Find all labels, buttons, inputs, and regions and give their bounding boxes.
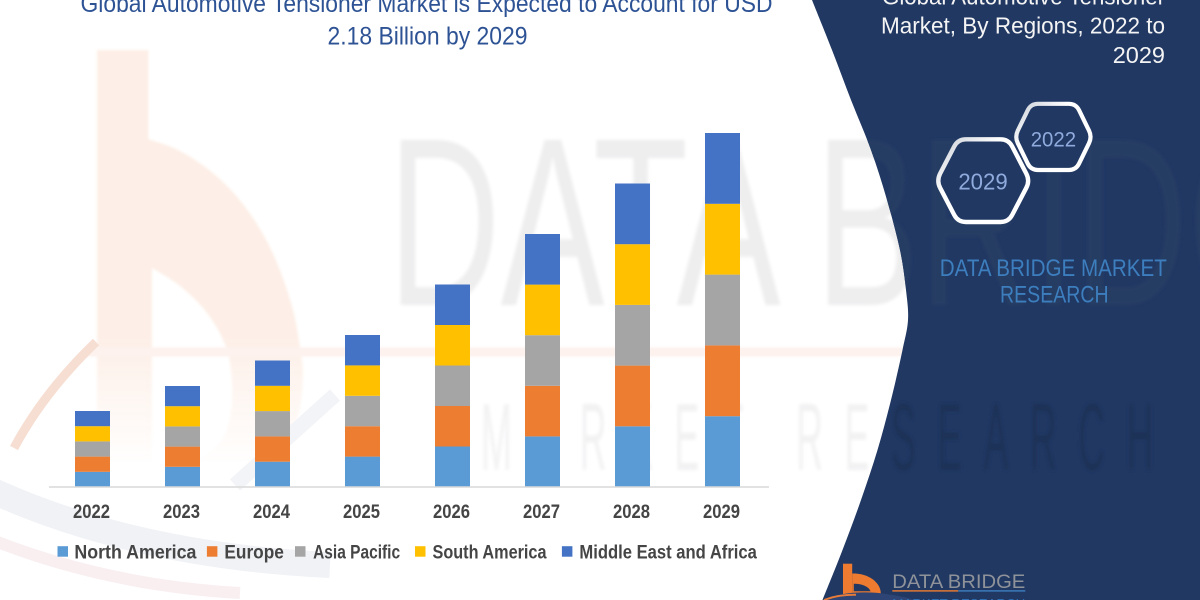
svg-text:2028: 2028 bbox=[613, 502, 650, 523]
svg-text:Europe: Europe bbox=[224, 543, 284, 564]
svg-text:RESEARCH: RESEARCH bbox=[1000, 282, 1109, 309]
svg-text:2025: 2025 bbox=[343, 502, 380, 523]
svg-text:2029: 2029 bbox=[1113, 42, 1165, 68]
svg-text:2024: 2024 bbox=[253, 502, 290, 523]
svg-text:North America: North America bbox=[74, 543, 196, 564]
svg-text:2022: 2022 bbox=[73, 502, 110, 523]
svg-text:2026: 2026 bbox=[433, 502, 470, 523]
svg-text:DATA BRIDGE MARKET: DATA BRIDGE MARKET bbox=[940, 255, 1167, 282]
svg-text:Global Automotive Tensioner Ma: Global Automotive Tensioner Market is Ex… bbox=[81, 0, 773, 18]
svg-text:Market, By Regions, 2022 to: Market, By Regions, 2022 to bbox=[881, 13, 1165, 39]
svg-text:2029: 2029 bbox=[703, 502, 740, 523]
svg-text:2029: 2029 bbox=[958, 169, 1007, 195]
svg-text:South America: South America bbox=[433, 543, 547, 564]
svg-text:DATA BRIDGE: DATA BRIDGE bbox=[892, 572, 1025, 593]
svg-text:2027: 2027 bbox=[523, 502, 560, 523]
svg-text:Global Automotive Tensioner: Global Automotive Tensioner bbox=[882, 0, 1165, 9]
svg-text:2022: 2022 bbox=[1031, 129, 1076, 152]
svg-text:2023: 2023 bbox=[163, 502, 200, 523]
svg-text:MARKET RESEARCH: MARKET RESEARCH bbox=[892, 597, 1025, 600]
svg-text:2.18 Billion by 2029: 2.18 Billion by 2029 bbox=[328, 23, 528, 51]
svg-text:Asia Pacific: Asia Pacific bbox=[313, 543, 400, 564]
svg-text:Middle East and Africa: Middle East and Africa bbox=[579, 543, 757, 564]
